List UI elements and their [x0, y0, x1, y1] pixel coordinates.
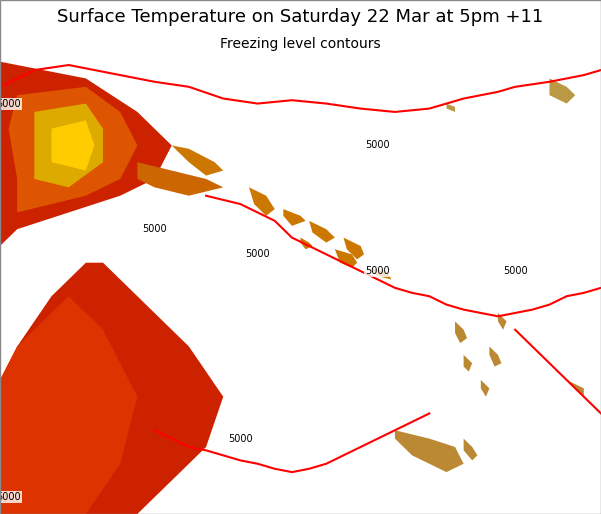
Polygon shape [481, 380, 489, 397]
Text: 5000: 5000 [0, 492, 21, 502]
Polygon shape [52, 120, 94, 171]
Text: 5000: 5000 [365, 140, 390, 151]
Text: 5000: 5000 [365, 266, 390, 276]
Text: Surface Temperature on Saturday 22 Mar at 5pm +11: Surface Temperature on Saturday 22 Mar a… [57, 8, 544, 26]
Polygon shape [309, 221, 335, 243]
Polygon shape [447, 103, 455, 112]
Polygon shape [0, 296, 138, 514]
Polygon shape [567, 380, 584, 397]
Polygon shape [335, 249, 357, 268]
Polygon shape [369, 268, 391, 280]
Polygon shape [455, 321, 467, 343]
Polygon shape [343, 237, 364, 260]
Polygon shape [463, 355, 472, 372]
Polygon shape [549, 79, 575, 103]
Text: 5000: 5000 [0, 99, 21, 108]
Polygon shape [489, 346, 501, 366]
Polygon shape [283, 209, 306, 226]
Polygon shape [8, 87, 138, 212]
Polygon shape [300, 237, 313, 249]
Text: Freezing level contours: Freezing level contours [220, 38, 381, 51]
Polygon shape [0, 62, 172, 246]
Polygon shape [172, 145, 223, 176]
Polygon shape [498, 313, 507, 329]
Polygon shape [0, 263, 223, 514]
Polygon shape [249, 187, 275, 216]
Polygon shape [138, 162, 223, 196]
Text: 5000: 5000 [503, 266, 528, 276]
Text: 5000: 5000 [228, 434, 252, 444]
Text: 5000: 5000 [142, 224, 167, 234]
Polygon shape [395, 430, 463, 472]
Polygon shape [34, 103, 103, 187]
Polygon shape [463, 438, 477, 461]
Text: 5000: 5000 [245, 249, 270, 260]
